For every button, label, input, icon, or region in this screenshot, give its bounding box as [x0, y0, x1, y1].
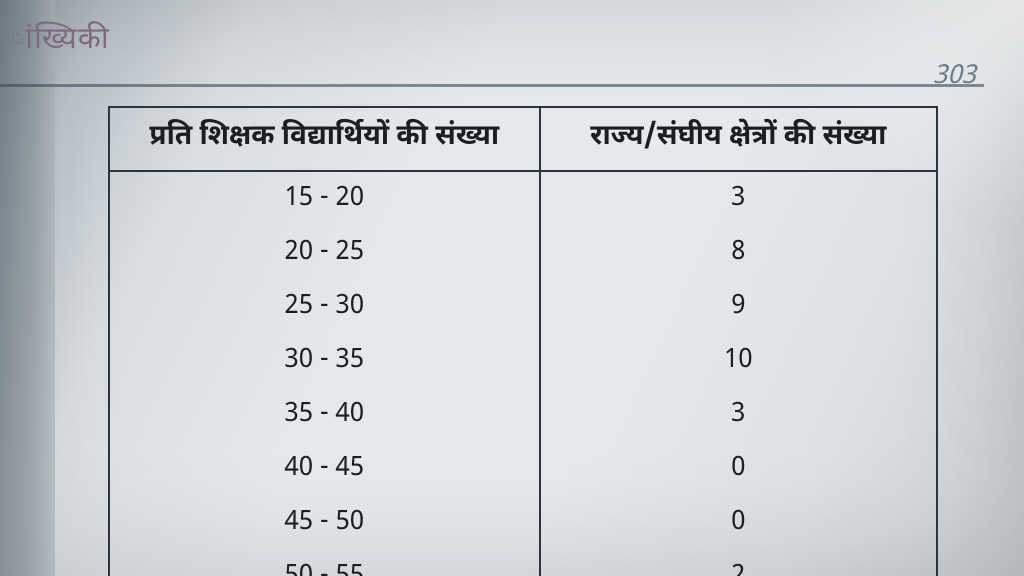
cell-class-interval: 35 - 40: [109, 388, 540, 442]
cell-frequency: 0: [540, 496, 937, 550]
col-header-students-per-teacher: प्रति शिक्षक विद्यार्थियों की संख्या: [109, 107, 540, 171]
table-row: 35 - 40 3: [109, 388, 937, 442]
table-row: 45 - 50 0: [109, 496, 937, 550]
chapter-side-label: ांख्यिकी: [10, 22, 110, 61]
cell-frequency: 3: [540, 388, 937, 442]
cell-frequency: 0: [540, 442, 937, 496]
cell-frequency: 3: [540, 171, 937, 226]
table-row: 50 - 55 2: [109, 550, 937, 576]
cell-class-interval: 25 - 30: [109, 280, 540, 334]
table-row: 20 - 25 8: [109, 226, 937, 280]
page-photo: ांख्यिकी 303 प्रति शिक्षक विद्यार्थियों …: [0, 0, 1024, 576]
cell-class-interval: 20 - 25: [109, 226, 540, 280]
frequency-table: प्रति शिक्षक विद्यार्थियों की संख्या राज…: [108, 106, 938, 576]
cell-class-interval: 40 - 45: [109, 442, 540, 496]
table-row: 25 - 30 9: [109, 280, 937, 334]
cell-frequency: 2: [540, 550, 937, 576]
cell-class-interval: 30 - 35: [109, 334, 540, 388]
header-underline: [0, 84, 984, 87]
cell-class-interval: 15 - 20: [109, 171, 540, 226]
table-header-row: प्रति शिक्षक विद्यार्थियों की संख्या राज…: [109, 107, 937, 171]
cell-class-interval: 45 - 50: [109, 496, 540, 550]
col-header-states-count: राज्य/संघीय क्षेत्रों की संख्या: [540, 107, 937, 171]
table-row: 15 - 20 3: [109, 171, 937, 226]
cell-class-interval: 50 - 55: [109, 550, 540, 576]
table-row: 40 - 45 0: [109, 442, 937, 496]
data-table-wrap: प्रति शिक्षक विद्यार्थियों की संख्या राज…: [108, 106, 938, 576]
cell-frequency: 10: [540, 334, 937, 388]
cell-frequency: 8: [540, 226, 937, 280]
page-number: 303: [933, 60, 976, 94]
table-row: 30 - 35 10: [109, 334, 937, 388]
cell-frequency: 9: [540, 280, 937, 334]
